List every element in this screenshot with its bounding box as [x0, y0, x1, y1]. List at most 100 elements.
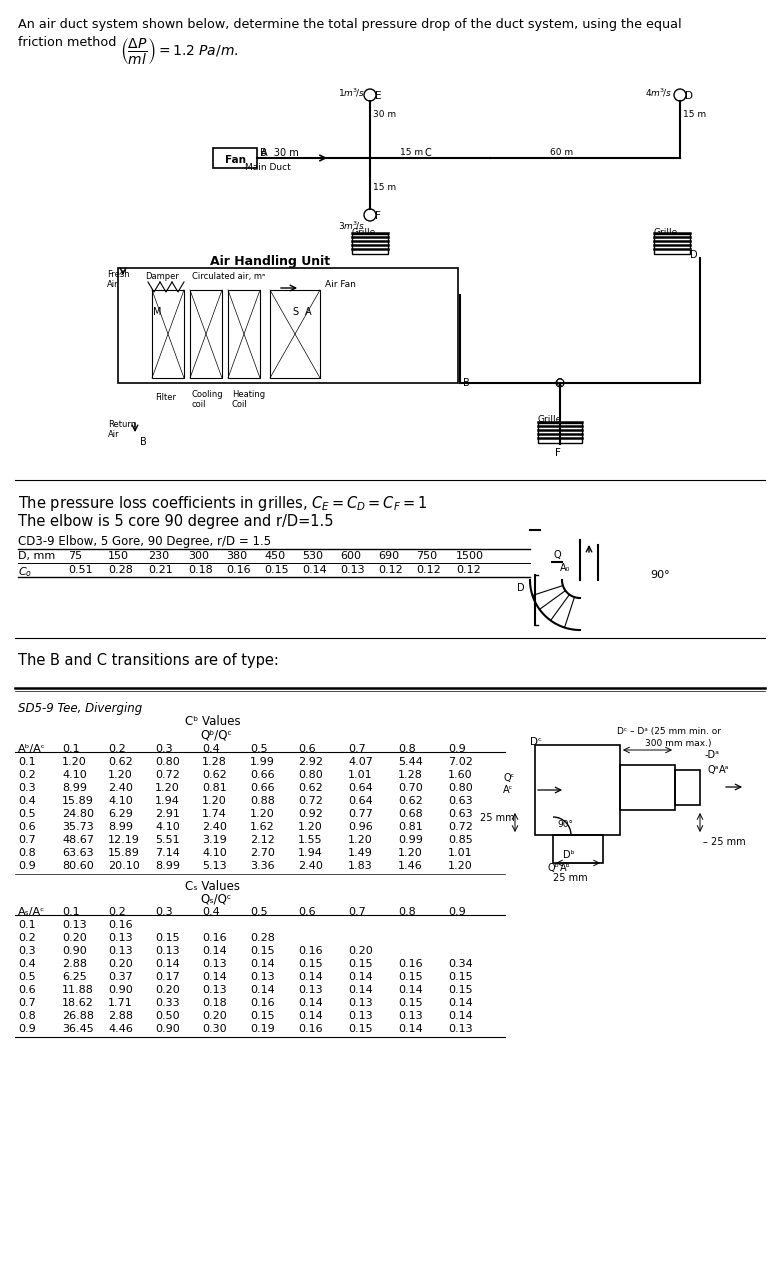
Bar	[270, 291, 320, 378]
Text: 0.16: 0.16	[398, 959, 423, 969]
Text: A₀: A₀	[560, 563, 570, 573]
Text: Cᵇ Values: Cᵇ Values	[185, 716, 240, 728]
Text: 0.16: 0.16	[250, 998, 275, 1009]
Text: 380: 380	[226, 550, 247, 561]
Text: 0.2: 0.2	[108, 908, 126, 916]
Text: 0.20: 0.20	[108, 959, 133, 969]
Text: 0.15: 0.15	[348, 1024, 373, 1034]
Text: Qᵇ/Qᶜ: Qᵇ/Qᶜ	[200, 730, 232, 742]
Text: 0.5: 0.5	[250, 744, 268, 754]
Text: 0.80: 0.80	[298, 771, 323, 780]
Text: 0.7: 0.7	[18, 835, 36, 845]
Text: 25 mm: 25 mm	[480, 813, 515, 823]
Text: 24.80: 24.80	[62, 809, 94, 819]
Text: 0.13: 0.13	[202, 959, 227, 969]
Text: Aᶜ: Aᶜ	[503, 785, 513, 795]
Text: 3.19: 3.19	[202, 835, 227, 845]
Text: 0.16: 0.16	[298, 946, 323, 956]
Text: Heating
Coil: Heating Coil	[232, 390, 265, 410]
Text: 0.66: 0.66	[250, 771, 275, 780]
Bar	[228, 291, 260, 378]
Text: F: F	[375, 211, 381, 221]
Text: 0.80: 0.80	[155, 756, 179, 767]
Text: 0.90: 0.90	[108, 986, 133, 995]
Text: 0.16: 0.16	[202, 933, 227, 943]
Text: Filter: Filter	[155, 393, 176, 402]
Text: 20.10: 20.10	[108, 861, 140, 870]
Text: 0.16: 0.16	[298, 1024, 323, 1034]
Text: 0.28: 0.28	[250, 933, 275, 943]
Text: 1.83: 1.83	[348, 861, 373, 870]
Text: 0.13: 0.13	[155, 946, 179, 956]
Text: 0.72: 0.72	[448, 822, 473, 832]
Text: 2.40: 2.40	[202, 822, 227, 832]
Text: 1.71: 1.71	[108, 998, 133, 1009]
Text: 0.13: 0.13	[348, 1011, 373, 1021]
Text: The elbow is 5 core 90 degree and r/D=1.5: The elbow is 5 core 90 degree and r/D=1.…	[18, 515, 334, 529]
Text: 0.90: 0.90	[62, 946, 87, 956]
Text: Cooling
coil: Cooling coil	[192, 390, 224, 410]
Text: 4.07: 4.07	[348, 756, 373, 767]
Text: 0.16: 0.16	[226, 564, 250, 575]
Text: 0.14: 0.14	[448, 998, 473, 1009]
Text: Air Fan: Air Fan	[325, 280, 356, 289]
Text: 1.20: 1.20	[298, 822, 323, 832]
Text: 300: 300	[188, 550, 209, 561]
Text: 1.20: 1.20	[62, 756, 87, 767]
Text: 0.62: 0.62	[298, 783, 323, 794]
Text: Dᶜ: Dᶜ	[530, 737, 542, 748]
Text: Qᶜ: Qᶜ	[503, 773, 514, 783]
Text: 0.8: 0.8	[18, 847, 36, 858]
Text: 0.14: 0.14	[250, 986, 275, 995]
Text: 0.14: 0.14	[348, 986, 373, 995]
Text: 0.85: 0.85	[448, 835, 473, 845]
Text: SD5-9 Tee, Diverging: SD5-9 Tee, Diverging	[18, 701, 142, 716]
Text: Dᵇ: Dᵇ	[563, 850, 575, 860]
Text: 0.6: 0.6	[18, 822, 36, 832]
Text: 15 m: 15 m	[373, 183, 396, 192]
Text: 0.14: 0.14	[302, 564, 327, 575]
Text: D: D	[685, 91, 693, 101]
Text: 0.5: 0.5	[18, 972, 36, 982]
Text: 0.15: 0.15	[398, 998, 423, 1009]
Text: 8.99: 8.99	[62, 783, 87, 794]
Text: 0.20: 0.20	[202, 1011, 227, 1021]
Text: Aᵇ: Aᵇ	[560, 863, 571, 873]
Text: 0.3: 0.3	[18, 946, 36, 956]
Bar	[190, 291, 222, 378]
Text: 0.1: 0.1	[62, 908, 80, 916]
Text: 1.20: 1.20	[348, 835, 373, 845]
Text: 5.44: 5.44	[398, 756, 423, 767]
Text: 690: 690	[378, 550, 399, 561]
Text: 1.55: 1.55	[298, 835, 323, 845]
Text: 0.68: 0.68	[398, 809, 423, 819]
Text: 0.13: 0.13	[298, 986, 323, 995]
Text: 0.9: 0.9	[18, 861, 36, 870]
Text: 0.6: 0.6	[298, 908, 316, 916]
Text: 26.88: 26.88	[62, 1011, 94, 1021]
Text: Circulated air, mᵃ: Circulated air, mᵃ	[192, 271, 265, 282]
Text: 0.17: 0.17	[155, 972, 179, 982]
Text: A: A	[305, 307, 312, 317]
Text: 90°: 90°	[557, 820, 573, 829]
Text: 0.51: 0.51	[68, 564, 93, 575]
Text: 0.50: 0.50	[155, 1011, 179, 1021]
Text: 0.66: 0.66	[250, 783, 275, 794]
Bar	[118, 268, 458, 383]
Text: 25 mm: 25 mm	[553, 873, 587, 883]
Text: 0.3: 0.3	[155, 744, 172, 754]
Text: 450: 450	[264, 550, 285, 561]
Text: 1.20: 1.20	[250, 809, 275, 819]
Text: 1.28: 1.28	[202, 756, 227, 767]
Text: 0.7: 0.7	[348, 908, 366, 916]
Text: 18.62: 18.62	[62, 998, 94, 1009]
Text: 600: 600	[340, 550, 361, 561]
Text: 0.6: 0.6	[18, 986, 36, 995]
Text: 4.10: 4.10	[62, 771, 87, 780]
Text: 0.1: 0.1	[18, 920, 36, 931]
Text: D, mm: D, mm	[18, 550, 55, 561]
Text: C: C	[556, 378, 562, 388]
Text: 0.14: 0.14	[398, 986, 423, 995]
Text: A  30 m: A 30 m	[261, 148, 299, 157]
Text: 0.13: 0.13	[250, 972, 275, 982]
